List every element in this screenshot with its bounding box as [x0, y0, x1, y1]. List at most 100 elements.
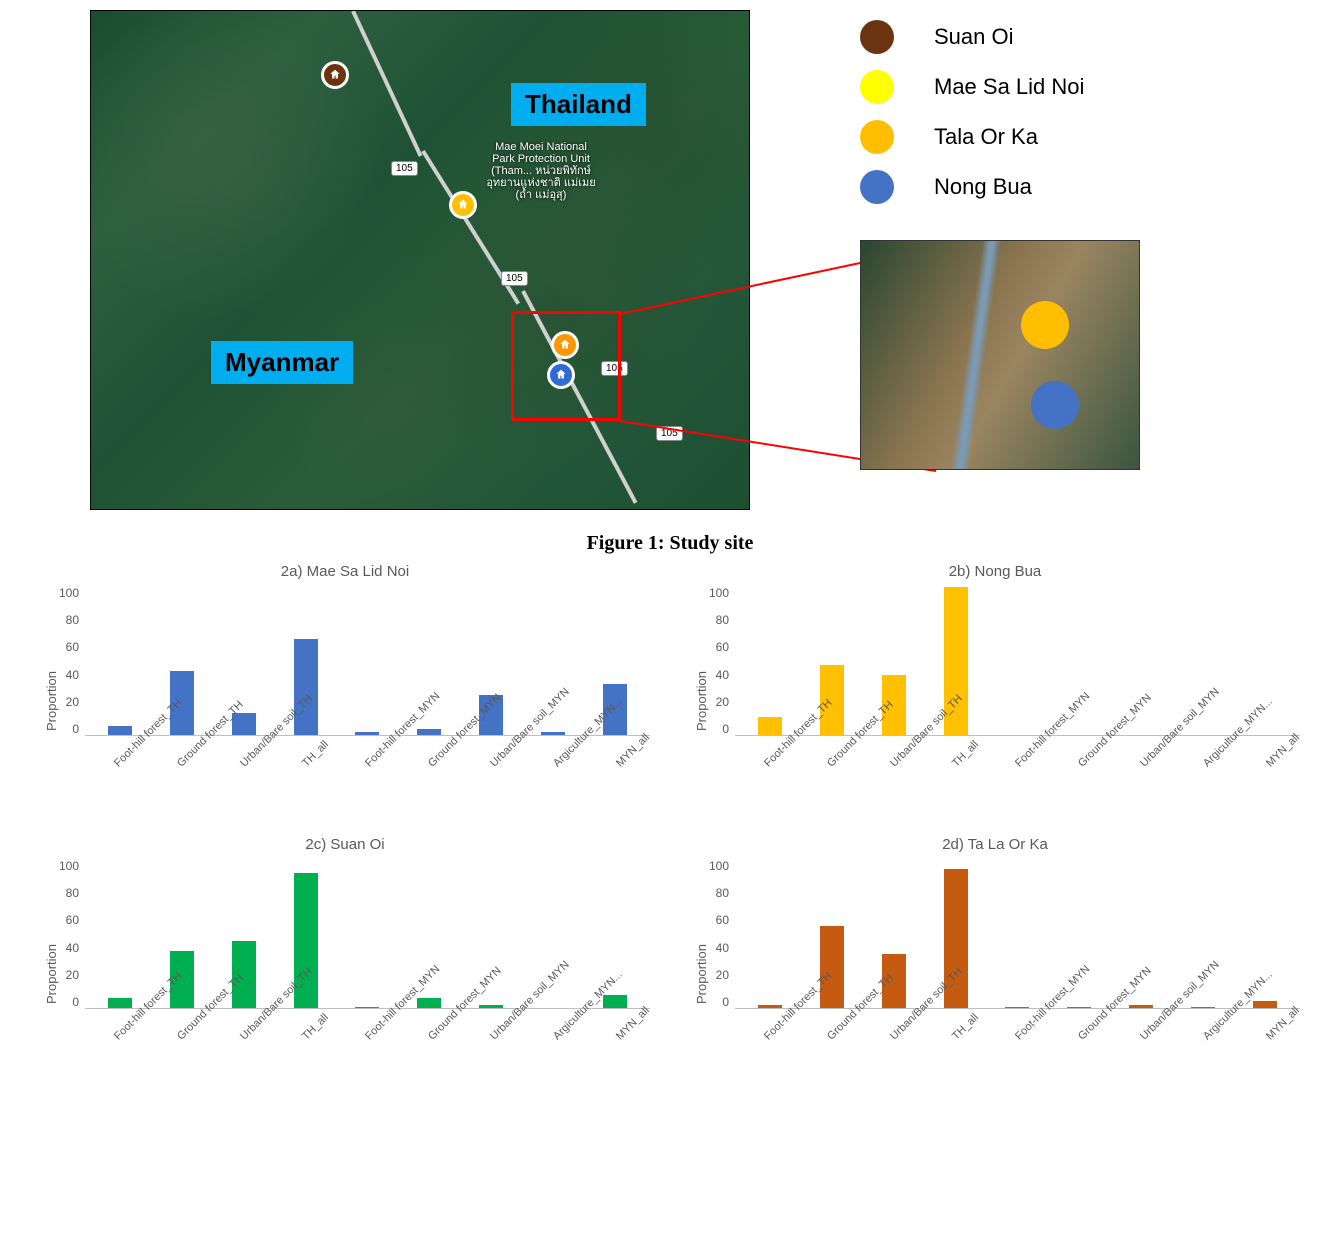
road-badge: 105 [501, 271, 528, 286]
x-tick-label: Foot-hill forest_MYN [363, 1017, 388, 1042]
y-tick: 0 [722, 995, 729, 1009]
legend-label: Suan Oi [934, 24, 1014, 50]
x-tick-label: Foot-hill forest_MYN [1013, 1017, 1038, 1042]
y-tick: 20 [66, 968, 79, 982]
charts-grid: 2a) Mae Sa Lid NoiProportion100806040200… [20, 563, 1320, 1089]
x-axis: Foot-hill forest_THGround forest_THUrban… [690, 740, 1300, 752]
bar [1005, 1007, 1029, 1009]
x-tick-label: Ground forest_TH [825, 1017, 850, 1042]
x-axis: Foot-hill forest_THGround forest_THUrban… [40, 1013, 650, 1025]
y-axis-label: Proportion [40, 859, 59, 1089]
x-tick-label: Ground forest_MYN [426, 744, 451, 769]
chart-d: 2d) Ta La Or KaProportion100806040200Foo… [690, 836, 1300, 1089]
x-axis: Foot-hill forest_THGround forest_THUrban… [690, 1013, 1300, 1025]
x-tick-label: Urban/Bare soil_MYN [488, 1017, 513, 1042]
x-tick-label: MYN_all [614, 1017, 639, 1042]
x-tick-label: Ground forest_TH [175, 744, 200, 769]
plot-area: Proportion100806040200Foot-hill forest_T… [40, 586, 650, 816]
chart-b: 2b) Nong BuaProportion100806040200Foot-h… [690, 563, 1300, 816]
x-tick-label: Urban/Bare soil_TH [238, 744, 263, 769]
inset-area [860, 240, 1160, 470]
bar [294, 639, 318, 735]
map-marker-suan-oi [321, 61, 349, 89]
bar [108, 998, 132, 1009]
figure-container: 105 105 105 105 Mae Moei National Park P… [20, 10, 1320, 1089]
thailand-label: Thailand [511, 83, 646, 126]
y-tick: 100 [709, 586, 729, 600]
bar [820, 926, 844, 1009]
y-tick: 100 [59, 586, 79, 600]
bar [355, 732, 379, 735]
legend-item: Tala Or Ka [860, 120, 1084, 154]
y-tick: 40 [66, 941, 79, 955]
legend-label: Mae Sa Lid Noi [934, 74, 1084, 100]
y-axis: 100806040200 [709, 859, 735, 1009]
y-tick: 20 [716, 695, 729, 709]
y-tick: 60 [66, 640, 79, 654]
plot-area: Proportion100806040200Foot-hill forest_T… [690, 859, 1300, 1089]
y-tick: 0 [72, 995, 79, 1009]
y-tick: 0 [72, 722, 79, 736]
bar [108, 726, 132, 735]
y-axis-label: Proportion [40, 586, 59, 816]
x-tick-label: Argiculture_MYN... [551, 1017, 576, 1042]
legend-dot [860, 20, 894, 54]
x-tick-label: Argiculture_MYN... [1201, 744, 1226, 769]
myanmar-label: Myanmar [211, 341, 353, 384]
legend-label: Nong Bua [934, 174, 1032, 200]
y-tick: 80 [66, 886, 79, 900]
map-marker-tala-orka2 [551, 331, 579, 359]
x-tick-label: MYN_all [1264, 1017, 1289, 1042]
figure-caption: Figure 1: Study site [20, 532, 1320, 555]
x-tick-label: Foot-hill forest_TH [112, 744, 137, 769]
bar [1253, 1001, 1277, 1009]
y-axis: 100806040200 [59, 859, 85, 1009]
bar [541, 732, 565, 735]
x-tick-label: Urban/Bare soil_MYN [488, 744, 513, 769]
x-tick-label: Ground forest_TH [175, 1017, 200, 1042]
x-tick-label: Foot-hill forest_TH [762, 744, 787, 769]
x-tick-label: Argiculture_MYN... [551, 744, 576, 769]
road-badge: 105 [391, 161, 418, 176]
x-tick-label: Argiculture_MYN... [1201, 1017, 1226, 1042]
map-area: 105 105 105 105 Mae Moei National Park P… [90, 10, 790, 520]
bar [1129, 1005, 1153, 1008]
x-tick-label: Ground forest_TH [825, 744, 850, 769]
legend-dot [860, 170, 894, 204]
park-label: Mae Moei National Park Protection Unit (… [486, 141, 596, 201]
bar [417, 729, 441, 735]
bar [1191, 1007, 1215, 1009]
bar [603, 995, 627, 1009]
y-axis: 100806040200 [709, 586, 735, 736]
y-axis: 100806040200 [59, 586, 85, 736]
legend-dot [860, 70, 894, 104]
x-tick-label: TH_all [300, 744, 325, 769]
y-tick: 40 [716, 668, 729, 682]
inset-map [860, 240, 1140, 470]
x-tick-label: MYN_all [614, 744, 639, 769]
chart-title: 2b) Nong Bua [690, 563, 1300, 580]
x-tick-label: Foot-hill forest_MYN [363, 744, 388, 769]
chart-title: 2c) Suan Oi [40, 836, 650, 853]
bar [417, 998, 441, 1009]
inset-dot [1031, 381, 1079, 429]
y-tick: 40 [716, 941, 729, 955]
x-tick-label: Foot-hill forest_TH [112, 1017, 137, 1042]
chart-a: 2a) Mae Sa Lid NoiProportion100806040200… [40, 563, 650, 816]
inset-dot [1021, 301, 1069, 349]
y-tick: 40 [66, 668, 79, 682]
y-tick: 60 [716, 913, 729, 927]
x-tick-label: Ground forest_MYN [1076, 744, 1101, 769]
x-tick-label: Urban/Bare soil_TH [888, 744, 913, 769]
y-axis-label: Proportion [690, 586, 709, 816]
y-tick: 60 [716, 640, 729, 654]
x-tick-label: TH_all [300, 1017, 325, 1042]
y-tick: 60 [66, 913, 79, 927]
y-tick: 80 [716, 886, 729, 900]
bar [355, 1007, 379, 1009]
map-marker-tala-orka [449, 191, 477, 219]
map-texture [91, 11, 749, 509]
y-tick: 20 [716, 968, 729, 982]
chart-title: 2a) Mae Sa Lid Noi [40, 563, 650, 580]
x-tick-label: Ground forest_MYN [426, 1017, 451, 1042]
